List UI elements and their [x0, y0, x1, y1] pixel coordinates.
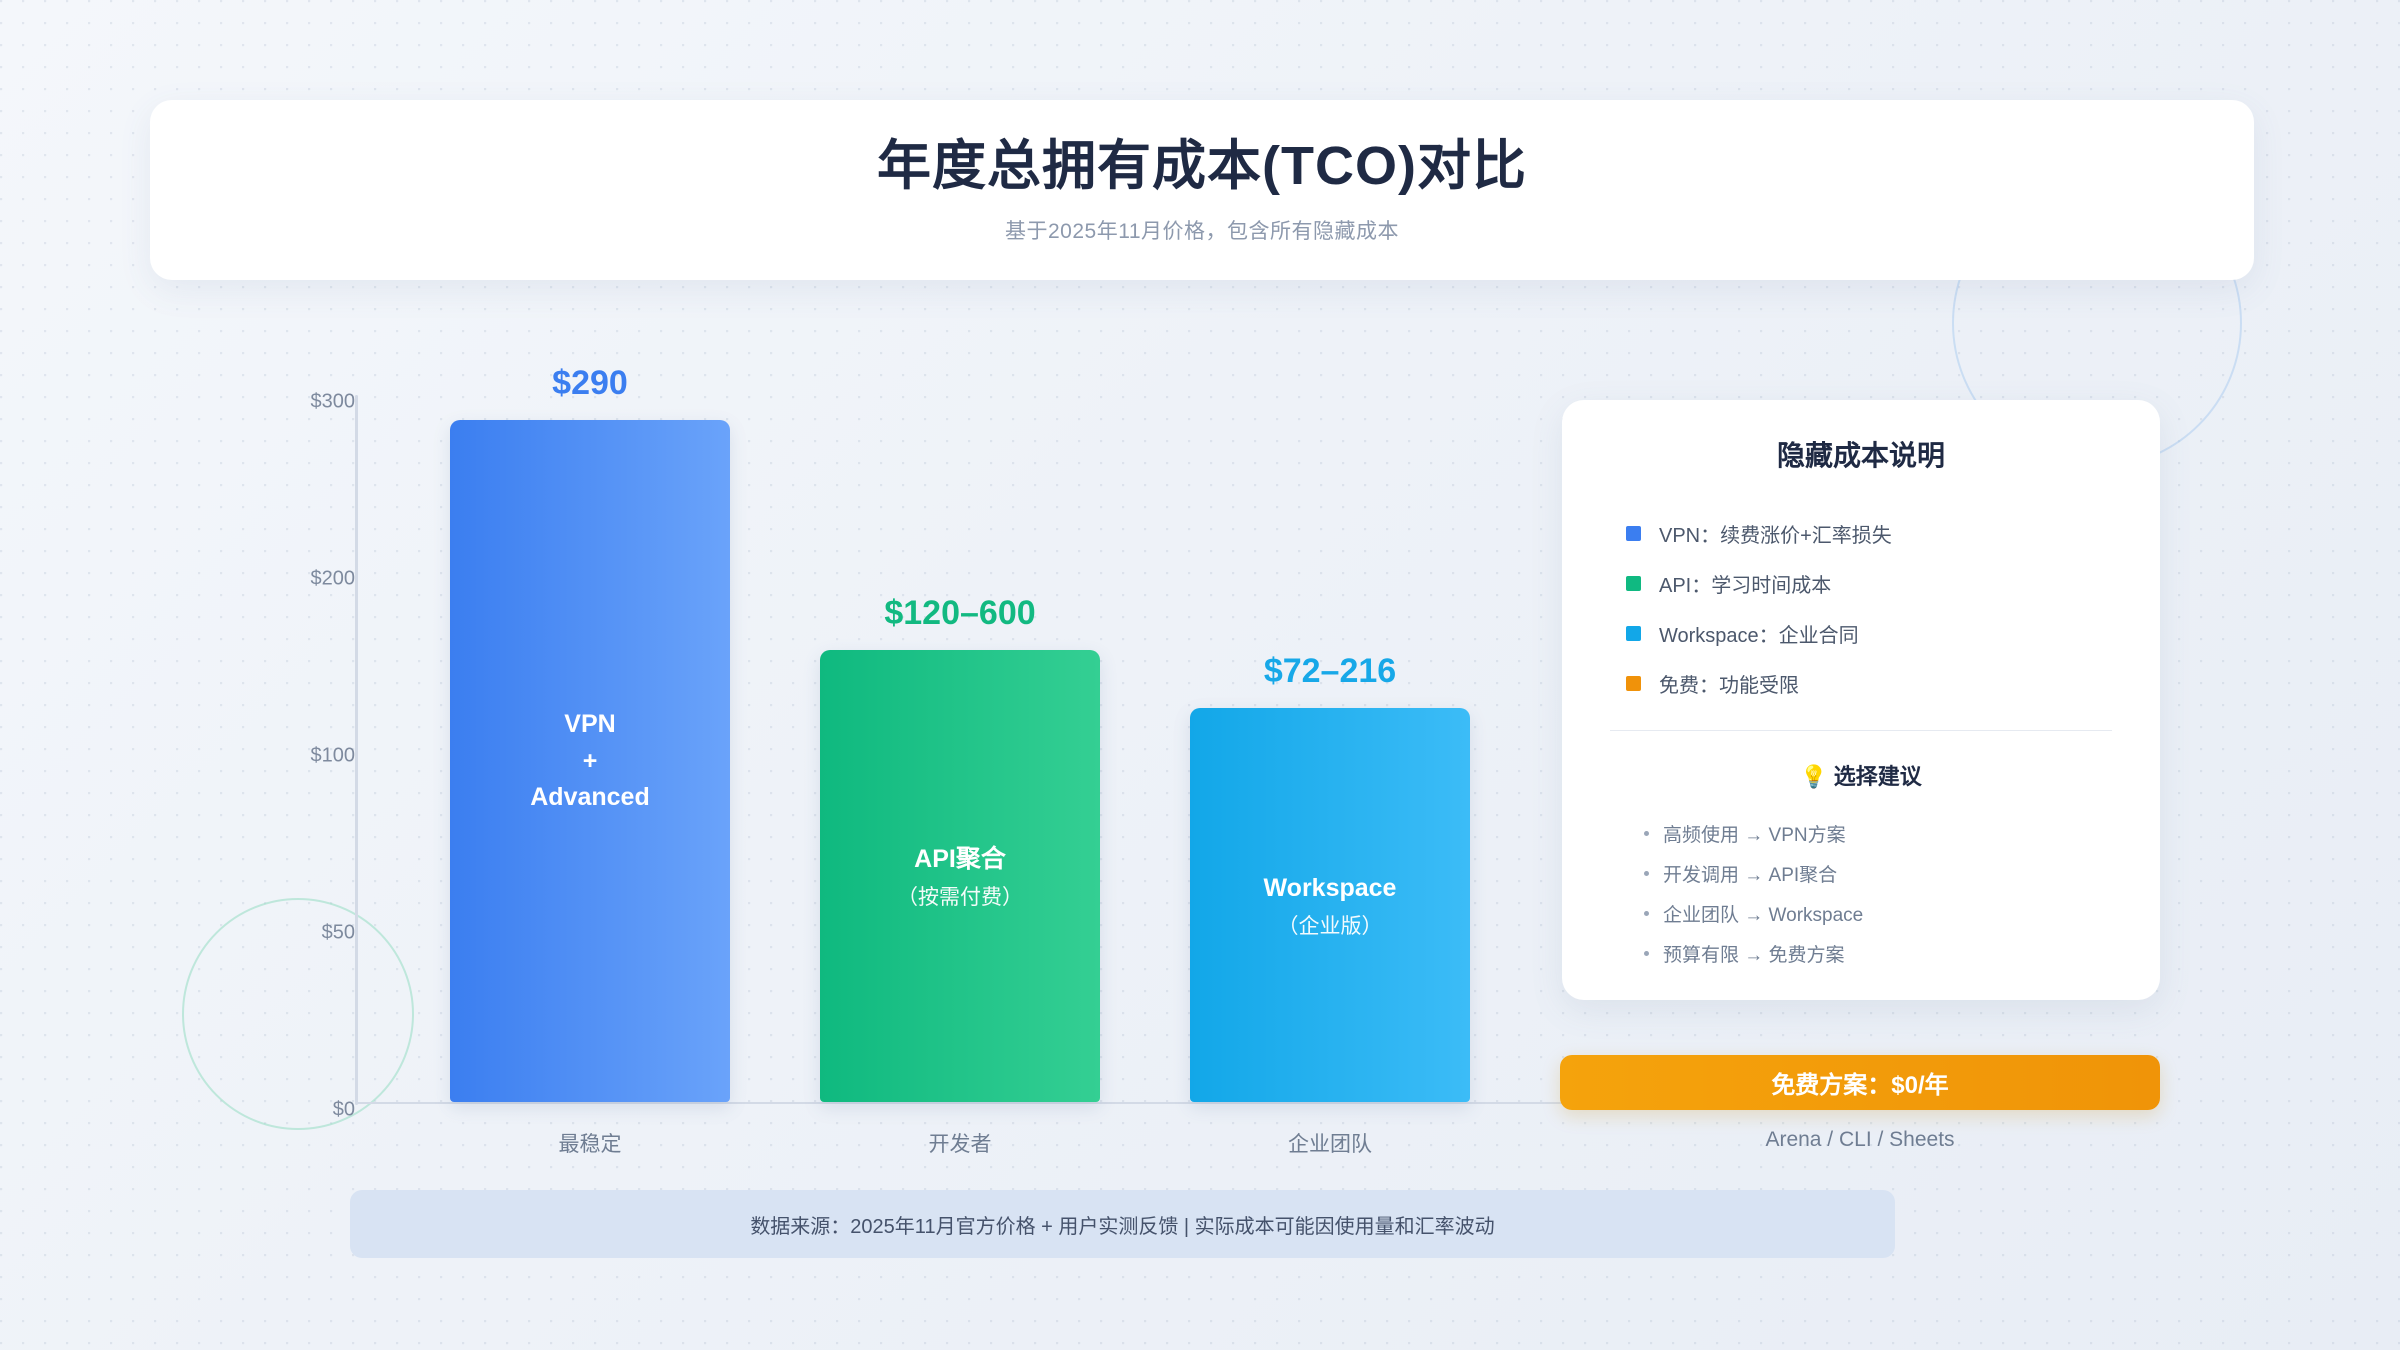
- advice-label: 预算有限 → 免费方案: [1663, 944, 1845, 966]
- bar-3[interactable]: Workspace （企业版）: [1190, 708, 1470, 1102]
- panel-title: 隐藏成本说明: [1776, 440, 1945, 471]
- x-axis-category-label: 企业团队: [1288, 1133, 1372, 1156]
- bar-value-label: $290: [552, 363, 628, 402]
- advice-label: 高频使用 → VPN方案: [1663, 824, 1846, 846]
- page-title: 年度总拥有成本(TCO)对比: [877, 135, 1527, 196]
- advice-label: 开发调用 → API聚合: [1663, 864, 1838, 886]
- advice-list: 高频使用 → VPN方案 开发调用 → API聚合企业团队 → Workspace…: [1600, 813, 2122, 973]
- legend-swatch-icon: [1626, 675, 1641, 691]
- bar-group: $290 VPN + Advanced 最稳定: [450, 0, 730, 1156]
- bullet-icon: [1644, 870, 1649, 876]
- lightbulb-icon: 💡: [1800, 764, 1828, 789]
- legend-label: API：学习时间成本: [1659, 574, 1832, 597]
- advice-item-4: 预算有限 → 免费方案: [1600, 933, 2122, 973]
- y-axis-tick: $50: [321, 921, 355, 944]
- advice-item-2: 开发调用 → API聚合: [1600, 853, 2122, 893]
- bullet-icon: [1644, 910, 1649, 916]
- advice-title-text: 选择建议: [1833, 764, 1922, 789]
- free-plan-bar[interactable]: 免费方案：$0/年: [1560, 1055, 2160, 1110]
- x-axis-category-label: 开发者: [928, 1133, 992, 1156]
- legend-swatch-icon: [1626, 575, 1641, 591]
- legend-label: Workspace：企业合同: [1659, 624, 1859, 647]
- legend-item-2: API：学习时间成本: [1600, 558, 2122, 608]
- legend-item-1: VPN：续费涨价+汇率损失: [1600, 508, 2122, 558]
- bar-subtitle: （按需付费）: [897, 886, 1023, 910]
- legend-swatch-icon: [1626, 625, 1641, 641]
- header-card: 年度总拥有成本(TCO)对比 基于2025年11月价格，包含所有隐藏成本: [150, 100, 2254, 280]
- page-subtitle: 基于2025年11月价格，包含所有隐藏成本: [1004, 220, 1399, 244]
- y-axis-tick: $200: [310, 567, 356, 590]
- bar-name: VPN + Advanced: [530, 710, 650, 811]
- x-axis-line: [355, 1102, 2125, 1104]
- bar-value-label: $72–216: [1263, 652, 1397, 691]
- bullet-icon: [1644, 950, 1649, 956]
- legend-swatch-icon: [1626, 525, 1641, 541]
- advice-title: 💡 选择建议: [1600, 759, 2122, 791]
- bar-group: $72–216 Workspace （企业版） 企业团队: [1190, 0, 1470, 1156]
- bar-1[interactable]: VPN + Advanced: [450, 419, 730, 1102]
- bar-name: API聚合: [914, 844, 1006, 873]
- advice-item-3: 企业团队 → Workspace: [1600, 893, 2122, 933]
- y-axis-tick: $300: [310, 390, 356, 413]
- panel-divider: [1610, 730, 2112, 731]
- legend-list: VPN：续费涨价+汇率损失 API：学习时间成本 Workspace：企业合同 免费：…: [1600, 508, 2122, 708]
- y-axis-tick: $0: [332, 1098, 355, 1121]
- bar-2[interactable]: API聚合 （按需付费）: [820, 649, 1100, 1102]
- advice-item-1: 高频使用 → VPN方案: [1600, 813, 2122, 853]
- hidden-cost-panel: 隐藏成本说明 VPN：续费涨价+汇率损失 API：学习时间成本 Workspace：…: [1562, 400, 2160, 1000]
- bar-group: $120–600 API聚合 （按需付费） 开发者: [820, 0, 1100, 1156]
- free-plan-caption: Arena / CLI / Sheets: [1765, 1128, 1955, 1151]
- x-axis-category-label: 最稳定: [558, 1133, 622, 1156]
- advice-label: 企业团队 → Workspace: [1663, 904, 1864, 926]
- bar-name: Workspace: [1263, 873, 1397, 902]
- bar-subtitle: （企业版）: [1277, 915, 1383, 939]
- legend-item-3: Workspace：企业合同: [1600, 608, 2122, 658]
- bar-value-label: $120–600: [884, 593, 1036, 632]
- legend-item-4: 免费：功能受限: [1600, 658, 2122, 708]
- bullet-icon: [1644, 830, 1649, 836]
- legend-label: VPN：续费涨价+汇率损失: [1659, 524, 1892, 547]
- y-axis-tick: $100: [310, 744, 356, 767]
- footer-note: 数据来源：2025年11月官方价格 + 用户实测反馈 | 实际成本可能因使用量和…: [350, 1190, 1895, 1258]
- y-axis-line: [355, 395, 358, 1105]
- legend-label: 免费：功能受限: [1659, 674, 1799, 697]
